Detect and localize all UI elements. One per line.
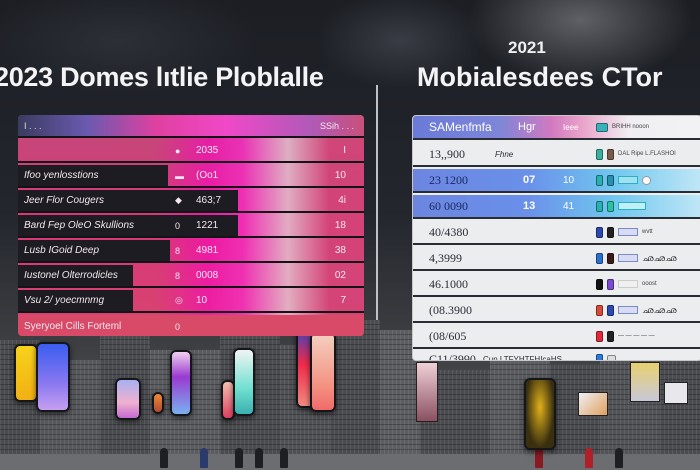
left-header-right: SSih . . . — [319, 120, 354, 131]
zero-icon: 0 — [175, 321, 181, 332]
table-row: 60 0090 13 41 — [413, 195, 700, 219]
person-icon — [607, 148, 614, 160]
phone-icon — [607, 174, 614, 186]
phone-icon — [596, 148, 603, 160]
bar-icon — [618, 202, 646, 210]
phone-icon — [607, 226, 614, 238]
table-row: (08/605 — — — — — — [413, 325, 700, 349]
phone-icon — [607, 304, 614, 316]
card-icon — [618, 254, 638, 262]
billboard-orange — [578, 392, 608, 416]
billboard-white — [664, 382, 688, 404]
left-table-header: I . . . SSih . . . — [18, 115, 364, 138]
phone-icon — [607, 330, 614, 342]
table-row: 40/4380 wvtt — [413, 221, 700, 245]
chat-icon — [607, 354, 616, 360]
table-row: C11/3990 Cun LTFYHTFHIcaHS — [413, 347, 700, 360]
phone-icon — [596, 278, 603, 290]
phone-dark-yellow — [524, 378, 556, 450]
card-icon — [618, 228, 638, 236]
keyboard-icon — [618, 176, 638, 184]
phone-peach — [310, 332, 336, 412]
left-panel-title: 2023 Domes lıtlie Ploblalle — [0, 62, 324, 92]
phone-icon — [596, 226, 603, 238]
phone-icon — [596, 200, 603, 212]
right-panel-year: 2021 — [508, 38, 546, 57]
table-row: Vsu 2/ yoecmnmg ◎ 10 7 — [18, 290, 364, 313]
diamond-icon: ◆ — [175, 195, 182, 205]
header-icons: BRIHH nooon — [596, 122, 649, 132]
phone-blue — [36, 342, 70, 412]
right-table-header: SAMenfmfa Hgr Ieee BRIHH nooon — [413, 116, 700, 140]
table-row: Bard Fep OleO Skullions 0 1221 18 — [18, 215, 364, 238]
billboard-pink — [416, 362, 438, 422]
eight-icon: 8 — [175, 270, 181, 281]
right-data-table: SAMenfmfa Hgr Ieee BRIHH nooon 13,,900 F… — [412, 115, 700, 361]
table-row: Lusb IGoid Deep 8 4981 38 — [18, 240, 364, 263]
phone-purple — [170, 350, 192, 416]
card-icon — [618, 280, 638, 288]
phone-mint — [233, 348, 255, 416]
table-row: Jeer Flor Cougers ◆ 463;7 4i — [18, 190, 364, 213]
table-row: 4,3999 ഛഛഛ — [413, 247, 700, 271]
phone-pastel — [115, 378, 141, 420]
bar-icon: ▬ — [175, 170, 184, 181]
phone-icon — [607, 200, 614, 212]
table-row: 46.1000 ooost — [413, 273, 700, 297]
zero-icon: 0 — [175, 220, 181, 231]
table-row: (08.3900 ഛഛഛ — [413, 299, 700, 323]
phone-icon — [596, 353, 603, 360]
car-icons: ഛഛഛ — [642, 252, 677, 263]
billboard-yellow — [630, 362, 660, 402]
phone-yellow — [14, 344, 38, 402]
bullet-icon: ● — [175, 145, 181, 156]
table-row: Iustonel Olterrodicles 8 0008 02 — [18, 265, 364, 288]
phone-icon — [596, 330, 603, 342]
phone-icon — [596, 174, 603, 186]
eight-icon: 8 — [175, 245, 181, 256]
panel-divider — [376, 85, 378, 470]
phone-icon — [607, 252, 614, 264]
phone-icon — [596, 252, 603, 264]
table-row: ● 2035 I — [18, 140, 364, 163]
right-panel-title: Mobialesdees CTor — [417, 62, 663, 92]
table-row: 23 1200 07 10 — [413, 169, 700, 193]
card-icon — [618, 306, 638, 314]
target-icon: ◎ — [175, 295, 183, 305]
phone-icon — [596, 304, 603, 316]
table-row: 13,,900 Fhne DAL Ripe L.FLASHOI — [413, 143, 700, 167]
phone-icon — [607, 278, 614, 290]
table-row: Ifoo yenlosstions ▬ (Oo1 10 — [18, 165, 364, 188]
table-row: Syeryoel Cills Forteml 0 — [18, 315, 364, 336]
phone-small-orange — [152, 392, 164, 414]
car-icons: ഛഛഛ — [642, 304, 677, 315]
left-header-label: I . . . — [24, 120, 42, 131]
left-data-table: I . . . SSih . . . ● 2035 I Ifoo yenloss… — [18, 115, 364, 336]
folder-icon — [596, 122, 608, 132]
share-icon — [642, 175, 651, 185]
